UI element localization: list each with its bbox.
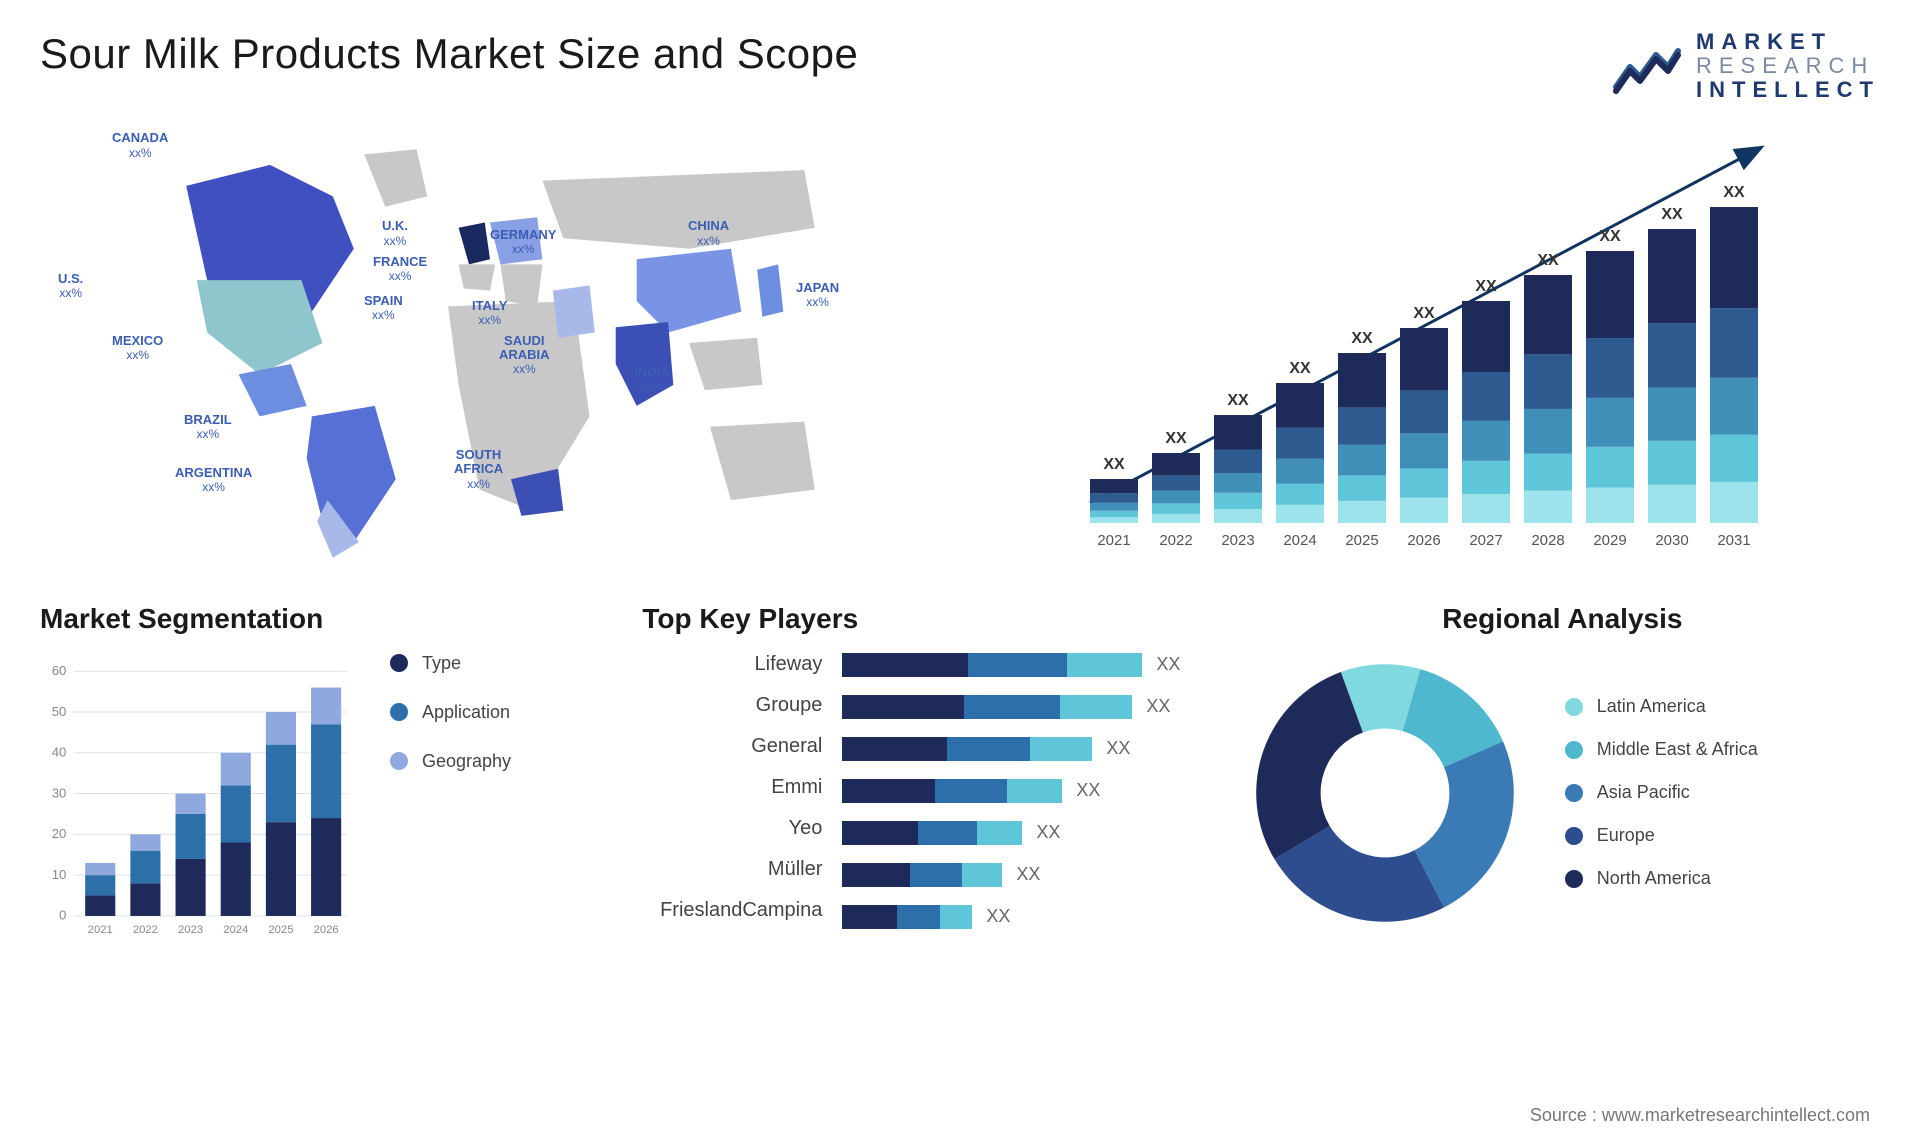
player-name: Yeo	[642, 817, 822, 840]
regional-legend: Latin America Middle East & Africa Asia Pa…	[1565, 696, 1758, 889]
world-map-panel: CANADAxx% U.S.xx% MEXICOxx% BRAZILxx% ARGENT…	[40, 123, 940, 563]
player-bar-row: XX	[842, 695, 1224, 719]
player-bar-row: XX	[842, 653, 1224, 677]
source-label: Source : www.marketresearchintellect.com	[1530, 1105, 1870, 1126]
svg-text:XX: XX	[1165, 430, 1187, 447]
svg-text:20: 20	[52, 826, 67, 841]
country-label: FRANCExx%	[373, 255, 427, 284]
key-players-title: Top Key Players	[642, 603, 1224, 635]
logo-line1: MARKET	[1696, 30, 1880, 54]
key-players-panel: Top Key Players Lifeway Groupe General Emmi…	[642, 603, 1224, 1003]
svg-text:0: 0	[59, 907, 66, 922]
svg-text:2024: 2024	[223, 923, 248, 935]
segmentation-legend: Type Application Geography	[390, 653, 511, 772]
country-label: U.K.xx%	[382, 219, 408, 248]
svg-text:2022: 2022	[133, 923, 158, 935]
country-label: SAUDIARABIAxx%	[499, 334, 550, 377]
growth-chart-panel: XX 2021 XX 2022 XX 2023 XX 2024 XX 2025 XX 2026 XX 20…	[980, 123, 1880, 563]
svg-text:2026: 2026	[314, 923, 339, 935]
country-label: CANADAxx%	[112, 131, 168, 160]
regional-panel: Regional Analysis Latin America Middle Ea…	[1245, 603, 1880, 1003]
svg-text:XX: XX	[1661, 206, 1683, 223]
player-bar-row: XX	[842, 905, 1224, 929]
region-legend-item: Latin America	[1565, 696, 1758, 717]
country-label: ARGENTINAxx%	[175, 466, 252, 495]
player-name: Lifeway	[642, 653, 822, 676]
player-bar-row: XX	[842, 821, 1224, 845]
country-label: U.S.xx%	[58, 272, 83, 301]
svg-text:XX: XX	[1537, 252, 1559, 269]
country-label: MEXICOxx%	[112, 334, 163, 363]
svg-text:XX: XX	[1227, 392, 1249, 409]
logo-line3: INTELLECT	[1696, 78, 1880, 102]
svg-text:2027: 2027	[1469, 532, 1502, 549]
svg-text:2030: 2030	[1655, 532, 1688, 549]
legend-item: Type	[390, 653, 511, 674]
svg-text:XX: XX	[1475, 278, 1497, 295]
country-label: SOUTHAFRICAxx%	[454, 448, 503, 491]
player-name: Müller	[642, 858, 822, 881]
page-title: Sour Milk Products Market Size and Scope	[40, 30, 858, 78]
player-name: Emmi	[642, 776, 822, 799]
svg-text:XX: XX	[1289, 360, 1311, 377]
svg-text:2029: 2029	[1593, 532, 1626, 549]
segmentation-chart: 0 10 20 30 40 50 60 2021 2022 2023 2024 2025 2026	[40, 653, 360, 953]
world-map	[40, 123, 940, 563]
legend-item: Application	[390, 702, 511, 723]
svg-text:2024: 2024	[1283, 532, 1316, 549]
key-players-labels: Lifeway Groupe General Emmi Yeo Müller Friesla…	[642, 653, 822, 929]
legend-item: Geography	[390, 751, 511, 772]
player-bar-row: XX	[842, 779, 1224, 803]
svg-text:XX: XX	[1103, 456, 1125, 473]
svg-text:10: 10	[52, 866, 67, 881]
regional-title: Regional Analysis	[1245, 603, 1880, 635]
svg-text:30: 30	[52, 785, 67, 800]
svg-text:2025: 2025	[1345, 532, 1378, 549]
svg-text:2026: 2026	[1407, 532, 1440, 549]
svg-text:2023: 2023	[1221, 532, 1254, 549]
player-bar-row: XX	[842, 737, 1224, 761]
country-label: GERMANYxx%	[490, 228, 556, 257]
regional-donut	[1245, 653, 1525, 933]
growth-bar-chart: XX 2021 XX 2022 XX 2023 XX 2024 XX 2025 XX 2026 XX 20…	[980, 123, 1880, 563]
svg-text:XX: XX	[1351, 330, 1373, 347]
player-name: General	[642, 735, 822, 758]
svg-text:2031: 2031	[1717, 532, 1750, 549]
svg-text:2028: 2028	[1531, 532, 1564, 549]
svg-text:XX: XX	[1723, 184, 1745, 201]
player-bar-row: XX	[842, 863, 1224, 887]
region-legend-item: Middle East & Africa	[1565, 739, 1758, 760]
brand-logo: MARKET RESEARCH INTELLECT	[1612, 30, 1880, 103]
svg-text:40: 40	[52, 744, 67, 759]
svg-text:2021: 2021	[1097, 532, 1130, 549]
country-label: SPAINxx%	[364, 294, 403, 323]
region-legend-item: Europe	[1565, 825, 1758, 846]
svg-text:2022: 2022	[1159, 532, 1192, 549]
svg-text:XX: XX	[1599, 228, 1621, 245]
country-label: CHINAxx%	[688, 219, 729, 248]
logo-icon	[1612, 37, 1682, 95]
svg-text:60: 60	[52, 663, 67, 678]
segmentation-panel: Market Segmentation 0 10 20 30 40 50 60 2021 202…	[40, 603, 622, 1003]
country-label: INDIAxx%	[634, 365, 669, 394]
region-legend-item: Asia Pacific	[1565, 782, 1758, 803]
country-label: JAPANxx%	[796, 281, 839, 310]
svg-text:2023: 2023	[178, 923, 203, 935]
country-label: BRAZILxx%	[184, 413, 232, 442]
segmentation-title: Market Segmentation	[40, 603, 622, 635]
svg-text:2025: 2025	[268, 923, 293, 935]
player-name: Groupe	[642, 694, 822, 717]
key-players-bars: XX XX XX XX XX XX XX	[842, 653, 1224, 929]
logo-line2: RESEARCH	[1696, 54, 1880, 78]
region-legend-item: North America	[1565, 868, 1758, 889]
svg-text:50: 50	[52, 703, 67, 718]
player-name: FrieslandCampina	[642, 899, 822, 922]
svg-text:2021: 2021	[88, 923, 113, 935]
svg-text:XX: XX	[1413, 305, 1435, 322]
country-label: ITALYxx%	[472, 299, 507, 328]
